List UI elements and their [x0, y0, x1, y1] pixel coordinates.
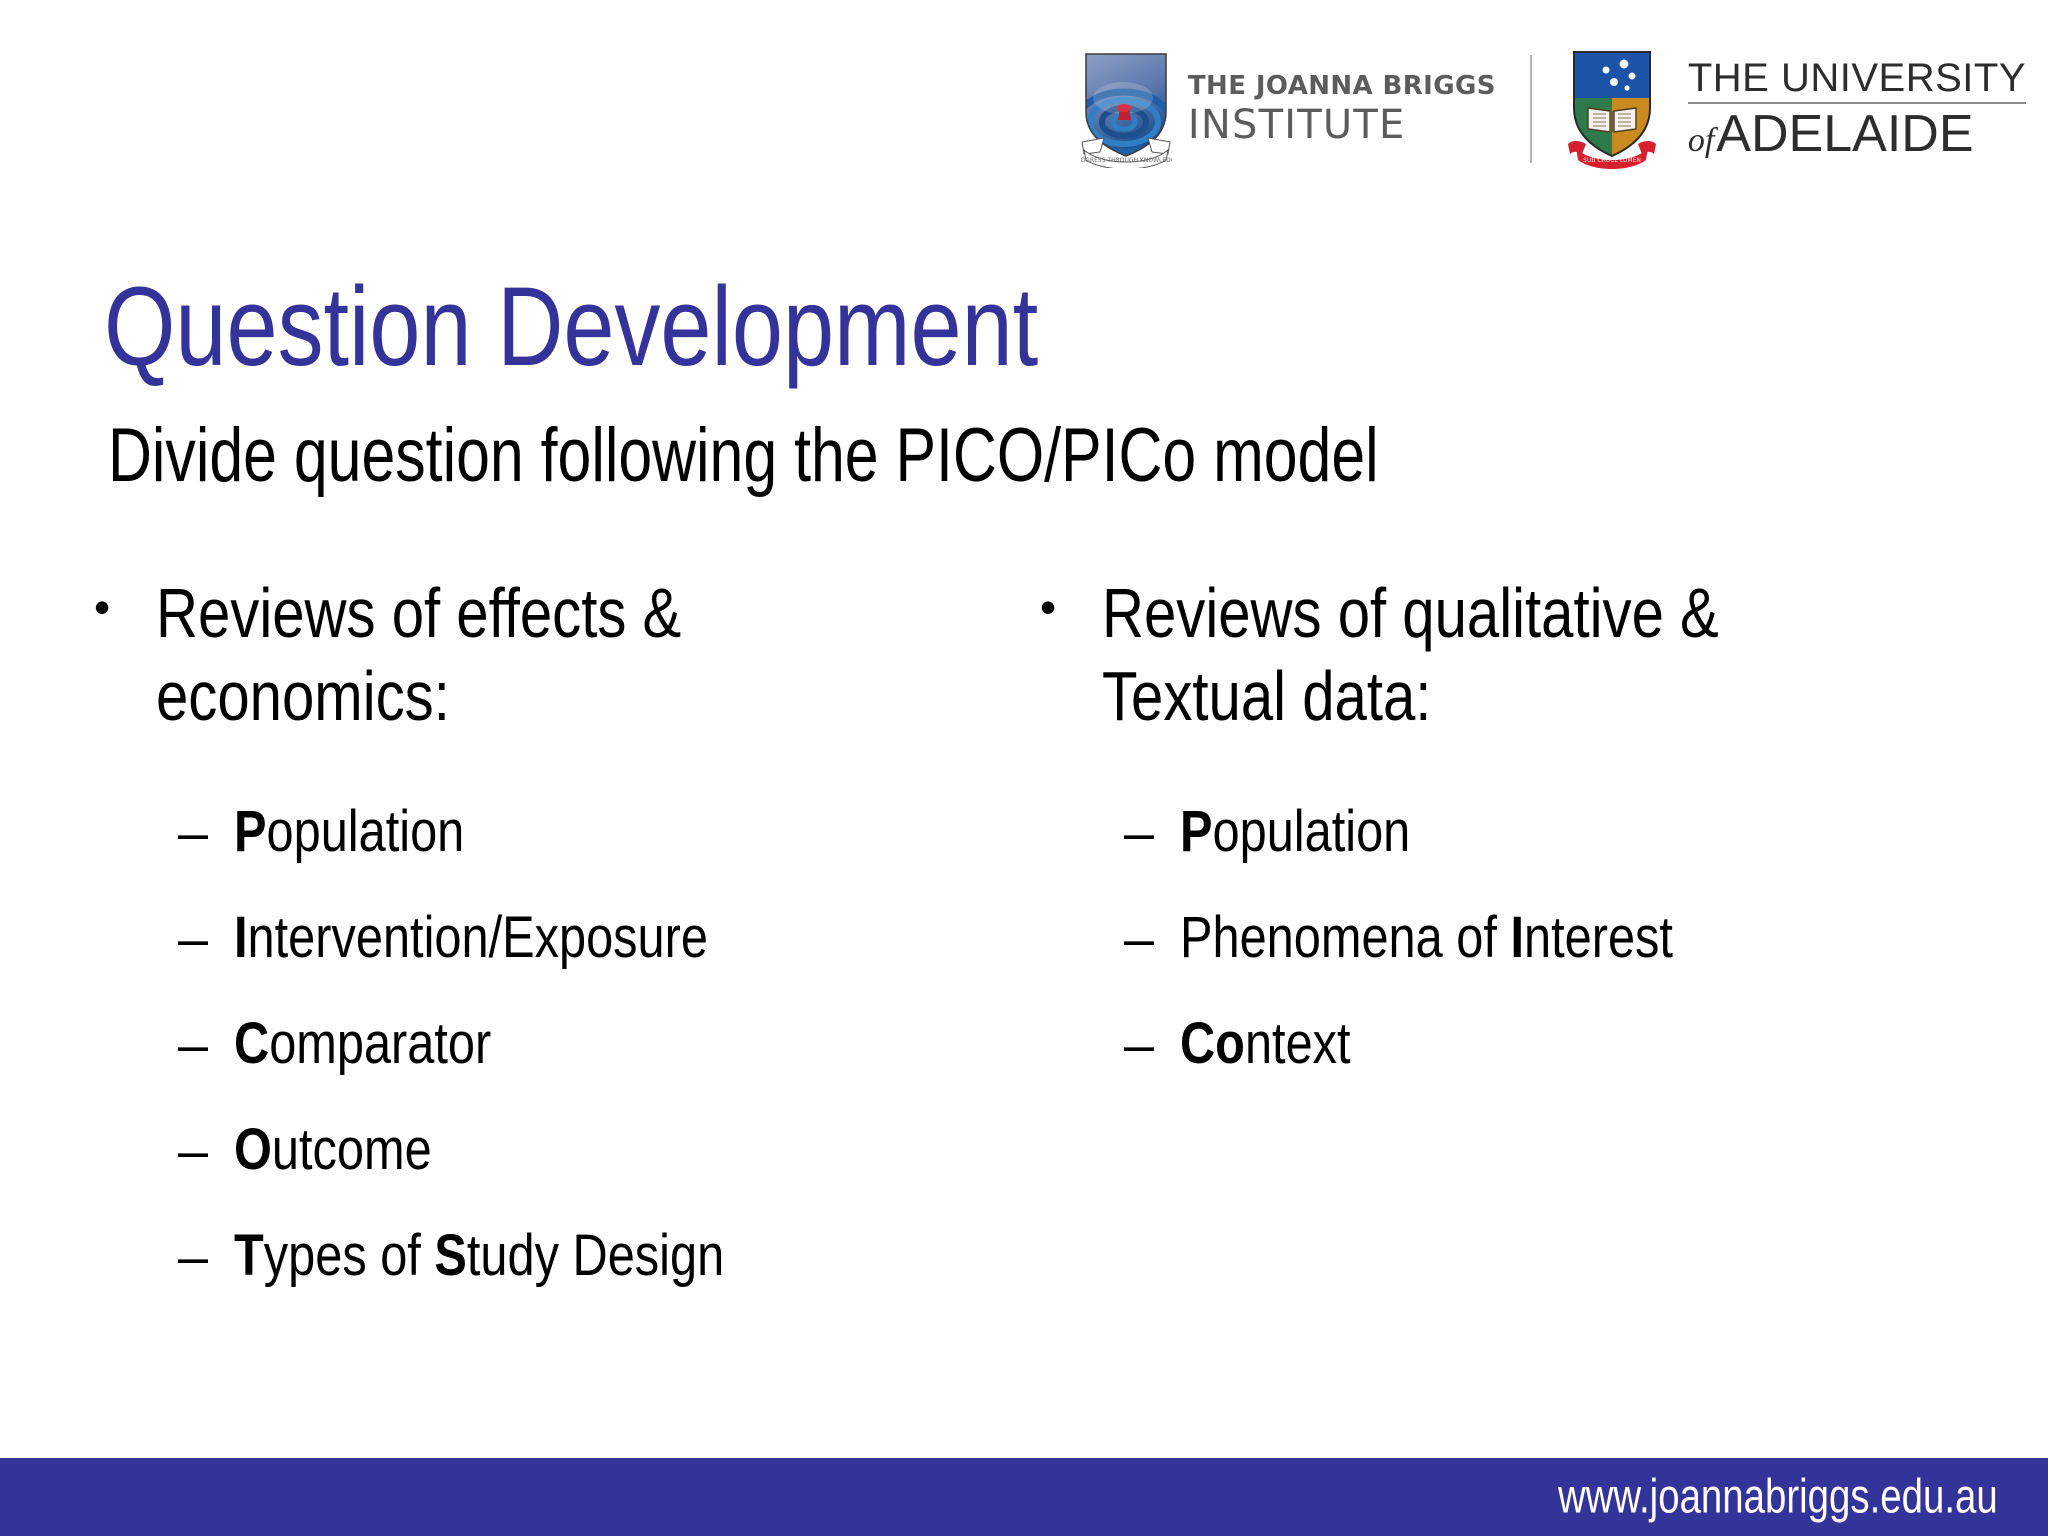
svg-text:PROGRESS THROUGH KNOWLEDGE: PROGRESS THROUGH KNOWLEDGE [1080, 157, 1172, 164]
pico-letter: C [234, 1011, 270, 1077]
list-item: – Population [94, 803, 1010, 861]
list-item: • Reviews of qualitative & Textual data: [1040, 572, 2048, 737]
header-logo-bar: PROGRESS THROUGH KNOWLEDGE THE JOANNA BR… [1073, 34, 2026, 184]
pico-rest: ntext [1244, 1011, 1351, 1077]
pico-letter-2: S [434, 1223, 467, 1289]
adelaide-wordmark-line2: of ADELAIDE [1688, 108, 2026, 160]
list-item: – Population [1040, 803, 2048, 861]
dash-icon: – [1124, 803, 1155, 864]
dash-icon: – [1124, 909, 1155, 970]
pico-letter: P [1180, 799, 1213, 865]
pico-letter: Co [1180, 1011, 1245, 1077]
pico-rest: nterest [1524, 905, 1673, 971]
page-title: Question Development [104, 264, 1039, 390]
pico-study-design: Types of Study Design [234, 1227, 724, 1285]
jbi-logo: PROGRESS THROUGH KNOWLEDGE THE JOANNA BR… [1073, 50, 1496, 170]
pico-letter: T [234, 1223, 264, 1289]
column-heading-left: Reviews of effects & economics: [156, 574, 682, 735]
pico-letter: I [1510, 905, 1525, 971]
list-item: • Reviews of effects & economics: [94, 572, 1010, 737]
svg-text:SUB CRUCE LUMEN: SUB CRUCE LUMEN [1583, 157, 1641, 164]
list-item: – Phenomena of Interest [1040, 909, 2048, 967]
pico-rest: ntervention/Exposure [247, 905, 708, 971]
list-item: – Types of Study Design [94, 1227, 1010, 1285]
adelaide-logo: SUB CRUCE LUMEN THE UNIVERSITY of ADELAID… [1566, 48, 2026, 170]
pico-context: Context [1180, 1015, 1351, 1073]
list-item: – Comparator [94, 1015, 1010, 1073]
list-item: – Outcome [94, 1121, 1010, 1179]
column-heading-right: Reviews of qualitative & Textual data: [1102, 574, 1719, 735]
adelaide-wordmark-line1: THE UNIVERSITY [1687, 58, 2026, 104]
column-effects-economics: • Reviews of effects & economics: – Popu… [0, 572, 1010, 1285]
pico-rest: ypes of [263, 1223, 435, 1289]
jbi-wordmark-line1: THE JOANNA BRIGGS [1187, 71, 1496, 101]
content-columns: • Reviews of effects & economics: – Popu… [0, 572, 2048, 1285]
pico-comparator: Comparator [234, 1015, 491, 1073]
pico-rest: utcome [271, 1117, 432, 1183]
column-qualitative-textual: • Reviews of qualitative & Textual data:… [1010, 572, 2048, 1285]
slide-subtitle: Divide question following the PICO/PICo … [108, 413, 1379, 498]
pico-rest-2: tudy Design [466, 1223, 725, 1289]
list-item: – Context [1040, 1015, 2048, 1073]
logo-divider [1529, 55, 1532, 163]
dash-icon: – [178, 803, 209, 864]
jbi-wordmark-line2: INSTITUTE [1187, 102, 1406, 148]
bullet-dot-icon: • [94, 581, 111, 633]
pico-rest: omparator [269, 1011, 492, 1077]
dash-icon: – [178, 1121, 209, 1182]
list-item: – Intervention/Exposure [94, 909, 1010, 967]
pico-letter: O [234, 1117, 272, 1183]
adelaide-wordmark-of: of [1687, 122, 1715, 159]
pico-phenomena-of-interest: Phenomena of Interest [1180, 909, 1673, 967]
pico-intervention: Intervention/Exposure [234, 909, 708, 967]
adelaide-wordmark-name: ADELAIDE [1716, 105, 1974, 163]
bullet-dot-icon: • [1040, 581, 1057, 633]
pico-outcome: Outcome [234, 1121, 432, 1179]
dash-icon: – [178, 909, 209, 970]
dash-icon: – [178, 1015, 209, 1076]
dash-icon: – [178, 1227, 209, 1288]
pico-letter: P [234, 799, 267, 865]
pico-rest: opulation [266, 799, 465, 865]
adelaide-wordmark: THE UNIVERSITY of ADELAIDE [1687, 58, 2026, 160]
pico-population: Population [234, 803, 464, 861]
pico-letter: I [234, 905, 248, 971]
footer-website-url[interactable]: www.joannabriggs.edu.au [1558, 1470, 1998, 1524]
pico-pre: Phenomena of [1180, 905, 1511, 971]
adelaide-crest-icon: SUB CRUCE LUMEN [1566, 48, 1658, 170]
dash-icon: – [1124, 1015, 1155, 1076]
jbi-crest-icon: PROGRESS THROUGH KNOWLEDGE [1073, 50, 1179, 170]
jbi-wordmark: THE JOANNA BRIGGS INSTITUTE [1188, 73, 1496, 145]
pico-rest: opulation [1212, 799, 1411, 865]
footer-bar: www.joannabriggs.edu.au [0, 1458, 2048, 1536]
pico-population: Population [1180, 803, 1410, 861]
